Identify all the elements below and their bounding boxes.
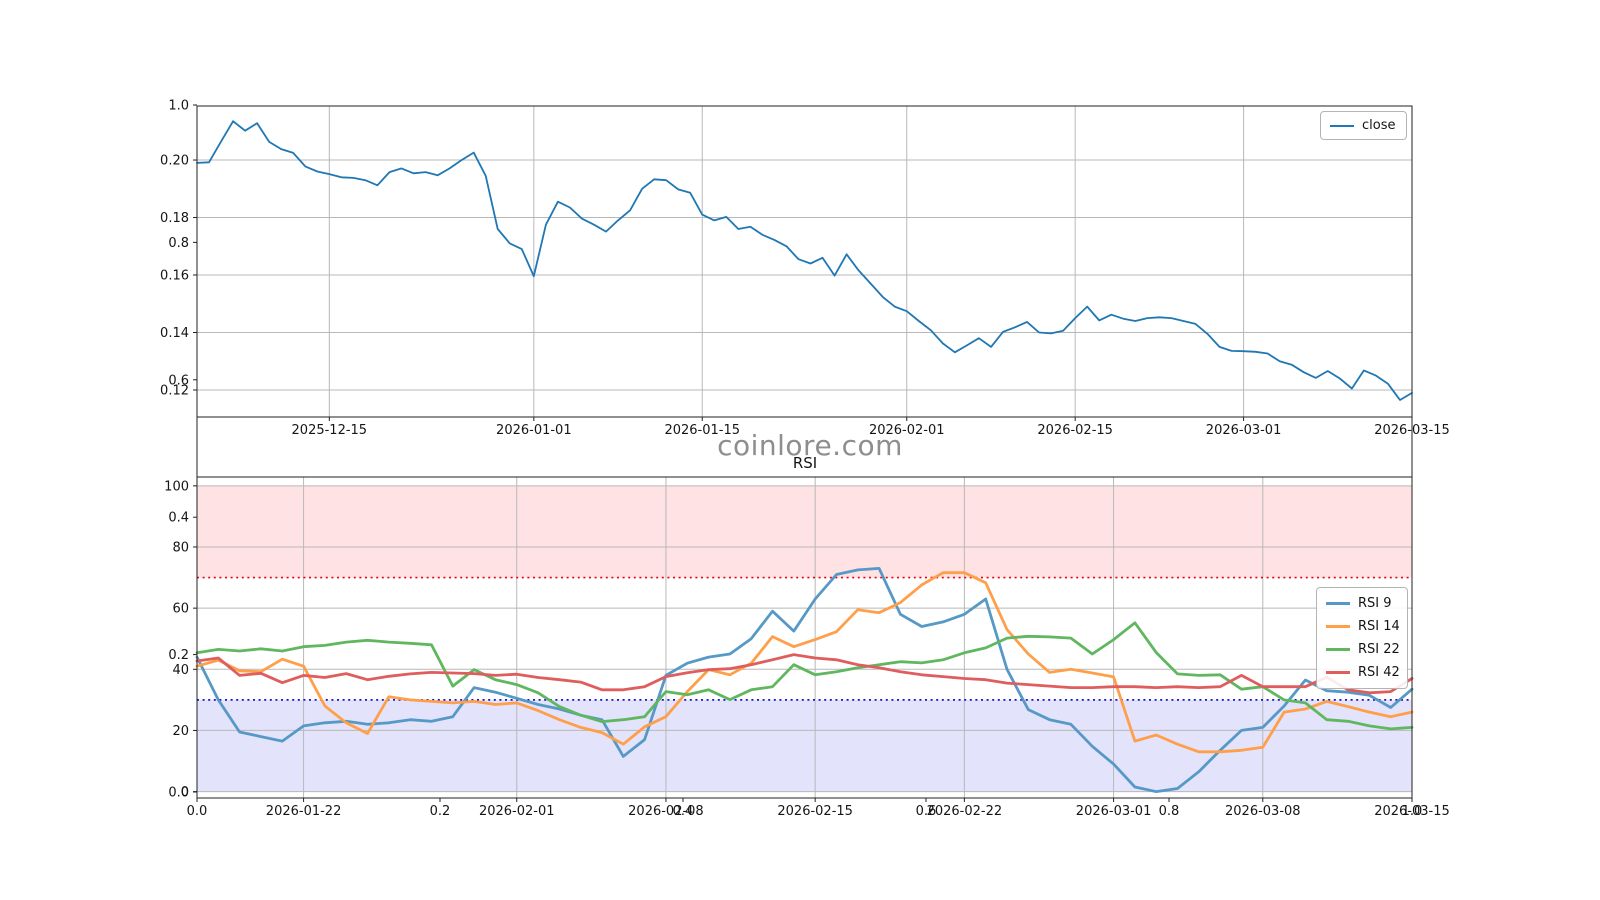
rsi-legend: RSI 9 RSI 14 RSI 22 RSI 42: [1316, 587, 1408, 689]
overlay-x-tick-label: 0.2: [430, 804, 451, 819]
overlay-x-tick-label: 0.6: [916, 804, 937, 819]
rsi-14-line-sample-icon: [1326, 625, 1350, 628]
legend-label-rsi-22: RSI 22: [1358, 642, 1400, 657]
rsi-chart-y-tick-label: 60: [172, 602, 189, 617]
rsi-chart-x-tick-label: 2026-01-22: [266, 804, 342, 819]
rsi-42-line-sample-icon: [1326, 671, 1350, 674]
series-rsi-22: [195, 621, 1414, 731]
rsi-chart-x-tick-label: 2026-02-22: [927, 804, 1003, 819]
rsi-chart-title: RSI: [792, 454, 818, 472]
legend-entry-rsi-42: RSI 42: [1326, 664, 1401, 681]
overlay-x-tick-label: 1.0: [1402, 804, 1423, 819]
rsi-chart-x-tick-label: 2026-02-01: [479, 804, 555, 819]
price-chart-x-tick-label: 2026-03-01: [1206, 423, 1282, 438]
legend-label-rsi-14: RSI 14: [1358, 619, 1400, 634]
series-rsi-42: [195, 653, 1414, 695]
overlay-y-tick-label: 0.6: [168, 373, 189, 388]
legend-entry-rsi-22: RSI 22: [1326, 641, 1401, 658]
overlay-y-tick-label: 0.8: [168, 236, 189, 251]
overlay-y-tick-label: 0.4: [168, 511, 189, 526]
price-chart-y-tick-label: 0.14: [160, 326, 189, 341]
overlay-x-tick-label: 0.8: [1159, 804, 1180, 819]
rsi-chart-x-tick-label: 2026-02-08: [628, 804, 704, 819]
legend-label-rsi-9: RSI 9: [1358, 596, 1392, 611]
legend-entry-rsi-14: RSI 14: [1326, 618, 1401, 635]
legend-label-rsi-42: RSI 42: [1358, 665, 1400, 680]
overlay-x-tick-label: 0.0: [187, 804, 208, 819]
price-chart-x-tick-label: 2026-02-01: [869, 423, 945, 438]
legend-entry-rsi-9: RSI 9: [1326, 595, 1401, 612]
overlay-x-tick-label: 0.4: [673, 804, 694, 819]
legend-entry-close: close: [1330, 117, 1395, 134]
rsi-chart-y-tick-label: 40: [172, 663, 189, 678]
price-chart-x-tick-label: 2026-01-15: [664, 423, 740, 438]
rsi-9-line-sample-icon: [1326, 602, 1350, 605]
overlay-y-tick-label: 0.2: [168, 648, 189, 663]
series-rsi-14: [195, 571, 1414, 754]
price-chart-x-tick-label: 2026-02-15: [1037, 423, 1113, 438]
rsi-chart-frame: [196, 476, 1413, 799]
legend-label-close: close: [1362, 118, 1396, 133]
price-chart-y-tick-label: 0.12: [160, 383, 189, 398]
series-rsi-9: [195, 567, 1414, 793]
rsi-chart-x-tick-label: 2026-03-15: [1374, 804, 1450, 819]
rsi-22-line-sample-icon: [1326, 648, 1350, 651]
watermark: coinlore.com: [717, 429, 903, 462]
rsi-chart-y-tick-label: 80: [172, 541, 189, 556]
price-legend: close: [1320, 111, 1407, 140]
price-chart-y-tick-label: 0.20: [160, 154, 189, 169]
rsi-chart-y-tick-label: 100: [164, 479, 189, 494]
rsi-chart-x-tick-label: 2026-03-08: [1225, 804, 1301, 819]
rsi-chart-x-tick-label: 2026-03-01: [1076, 804, 1152, 819]
price-chart-x-tick-label: 2026-01-01: [496, 423, 572, 438]
oversold-band: [197, 699, 1412, 792]
rsi-chart-y-tick-label: 0: [181, 785, 189, 800]
rsi-chart-y-tick-label: 20: [172, 724, 189, 739]
overbought-band: [197, 485, 1412, 578]
price-chart-y-tick-label: 0.18: [160, 211, 189, 226]
price-chart-x-tick-label: 2025-12-15: [292, 423, 368, 438]
rsi-chart-x-tick-label: 2026-02-15: [777, 804, 853, 819]
overlay-y-tick-label: 0.0: [168, 786, 189, 801]
price-chart-frame: [196, 105, 1413, 418]
series-close: [196, 120, 1413, 401]
close-line-sample-icon: [1330, 124, 1354, 127]
price-chart-y-tick-label: 0.16: [160, 269, 189, 284]
overlay-y-tick-label: 1.0: [168, 99, 189, 114]
